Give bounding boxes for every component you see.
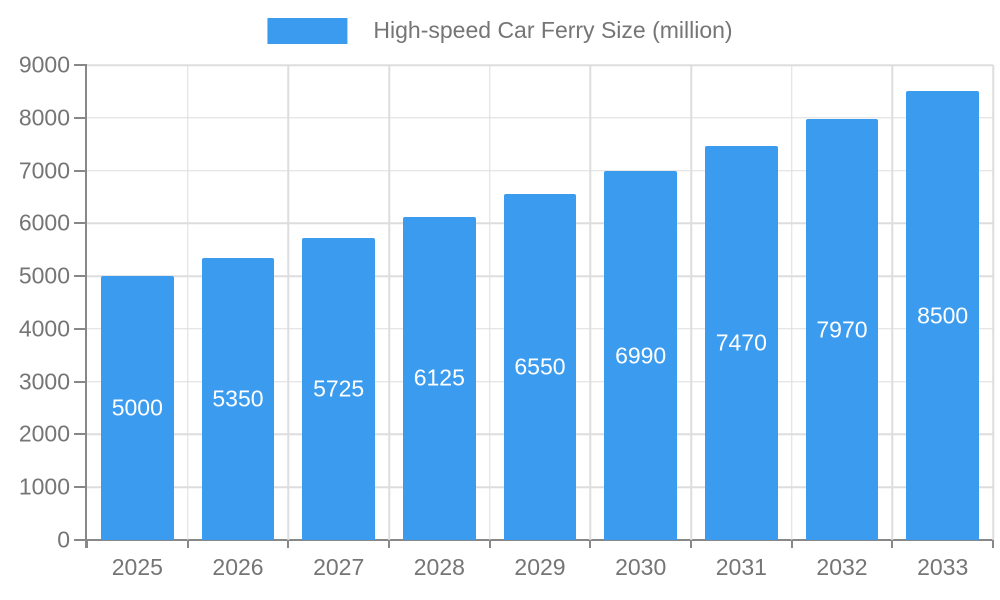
x-gridline (992, 65, 994, 540)
legend-swatch-icon (267, 17, 348, 44)
plot-area: 0 1000 2000 3000 4000 5000 6000 7000 8000 9000 500… (19, 52, 994, 580)
y-gridline (87, 117, 993, 119)
x-tick-mark (287, 540, 290, 548)
y-axis-tick-label: 1000 (18, 473, 70, 500)
y-axis-tick-label: 9000 (18, 51, 70, 78)
bar-value-label: 7470 (715, 329, 767, 356)
x-axis-tick-label: 2030 (615, 554, 667, 580)
y-tick-mark (74, 433, 87, 436)
y-axis-tick-label: 6000 (18, 209, 70, 236)
bar: 5350 (201, 257, 275, 540)
x-gridline (790, 65, 793, 540)
y-gridline (87, 64, 993, 66)
legend-item[interactable]: High-speed Car Ferry Size (million) (267, 17, 733, 44)
y-axis-tick-label: 7000 (18, 157, 70, 184)
bar-value-label: 7970 (816, 316, 868, 343)
x-axis-tick-label: 2025 (111, 554, 163, 580)
x-axis-tick-label: 2029 (514, 554, 566, 580)
y-axis-tick-label: 4000 (18, 315, 70, 342)
x-axis-tick-label: 2027 (313, 554, 365, 580)
x-axis-tick-label: 2028 (413, 554, 465, 580)
x-tick-mark (388, 540, 390, 548)
x-tick-mark (790, 540, 793, 548)
bar: 6990 (604, 171, 677, 540)
x-gridline (488, 65, 491, 540)
bar: 5725 (302, 237, 375, 540)
y-tick-mark (74, 380, 87, 383)
y-tick-mark (74, 169, 87, 172)
x-axis-tick-label: 2031 (715, 554, 767, 580)
y-axis-tick-label: 5000 (18, 262, 70, 289)
y-tick-mark (74, 486, 87, 489)
x-tick-mark (186, 540, 189, 548)
y-tick-mark (74, 327, 87, 330)
bar-value-label: 8500 (917, 302, 969, 329)
bar-value-label: 6550 (514, 353, 566, 380)
y-gridline (87, 169, 993, 172)
bar: 6125 (403, 216, 476, 540)
x-tick-mark (86, 540, 88, 548)
bar: 7470 (705, 145, 778, 540)
bar: 7970 (805, 119, 879, 540)
bar-value-label: 5725 (313, 375, 365, 402)
y-tick-mark (74, 275, 87, 278)
y-tick-mark (74, 64, 87, 66)
bar-value-label: 6125 (413, 364, 465, 391)
x-tick-mark (488, 540, 491, 548)
x-tick-mark (891, 540, 894, 548)
x-axis-line (87, 539, 993, 541)
y-axis-tick-label: 0 (57, 526, 70, 553)
bar-value-label: 6990 (615, 342, 667, 369)
x-gridline (287, 65, 290, 540)
x-gridline (388, 65, 390, 540)
y-tick-mark (74, 222, 87, 225)
bar-value-label: 5350 (212, 385, 264, 412)
y-tick-mark (74, 116, 87, 119)
bar-value-label: 5000 (111, 394, 163, 421)
x-gridline (690, 65, 692, 540)
x-axis-tick-label: 2033 (917, 554, 969, 580)
y-axis-tick-label: 8000 (18, 104, 70, 131)
bar: 8500 (906, 91, 979, 540)
x-gridline (186, 65, 189, 540)
x-gridline (891, 65, 894, 540)
legend-label: High-speed Car Ferry Size (million) (373, 17, 733, 43)
y-axis-tick-label: 2000 (18, 420, 70, 447)
y-axis-line (85, 65, 87, 548)
y-axis-tick-label: 3000 (18, 368, 70, 395)
x-axis-tick-label: 2026 (212, 554, 264, 580)
x-axis-tick-label: 2032 (816, 554, 868, 580)
bar: 6550 (503, 194, 577, 540)
x-tick-mark (690, 540, 692, 548)
x-tick-mark (589, 540, 592, 548)
x-tick-mark (992, 540, 994, 548)
x-gridline (589, 65, 592, 540)
bar: 5000 (101, 276, 174, 540)
y-tick-mark (74, 539, 87, 541)
legend: High-speed Car Ferry Size (million) (267, 17, 733, 44)
